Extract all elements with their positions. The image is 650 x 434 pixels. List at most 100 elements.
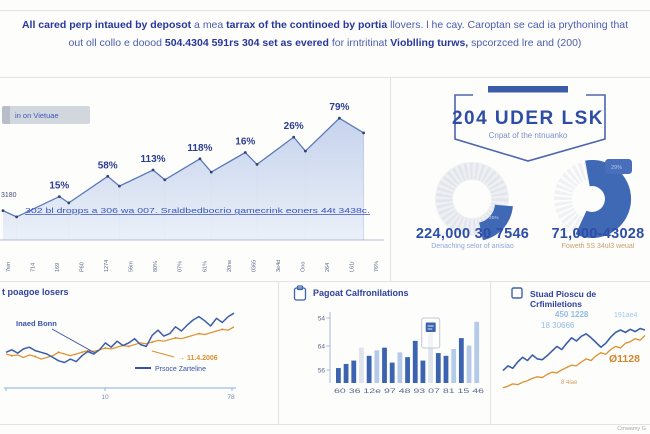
x-tick-label: 1274 [104, 260, 110, 272]
label-light-blue: 450 1228 [555, 310, 589, 319]
bottom-divider-2 [490, 281, 491, 424]
data-point [209, 170, 213, 174]
bar [343, 363, 349, 383]
slice-label: 29% [611, 165, 622, 171]
x-tick-label: 169 [55, 263, 61, 272]
orange-line-marker [10, 354, 13, 357]
orange-line [502, 335, 646, 389]
x-tick-label: 78 [227, 394, 235, 401]
label-orange-big: Ø1128 [609, 353, 640, 365]
footer-credit: Cmwamy G [617, 426, 646, 432]
bar [412, 340, 418, 383]
data-point [198, 157, 202, 161]
square-icon [511, 287, 523, 299]
y-tick-label: 64 [318, 344, 326, 351]
area-chart: 15% 58% 113% 118% 16% 26% 79% 3180 302 bl dropps… [0, 102, 384, 272]
ribbon-banner [454, 86, 606, 162]
x-tick-label: 264 [325, 263, 331, 272]
data-point [163, 178, 167, 182]
area-line [2, 117, 364, 218]
series-annotation-blue: Inaed Bonn [16, 319, 57, 328]
panel3-title: Stuad Pioscu de Crfimiletions [530, 289, 597, 309]
bar [397, 352, 403, 383]
header-line-2: out oll collo e doood 504.4304 591rs 304… [68, 37, 582, 49]
peak-label: 16% [235, 137, 255, 148]
ribbon-outline [454, 94, 606, 162]
line-chart-right: 450 1228 18 30666 191ae4 Ø1128 8 4lae [502, 310, 646, 389]
orange-line-marker [104, 347, 107, 350]
data-point [1, 209, 5, 212]
bar-chart: 54 64 56 60 36 12e 97 48 93 07 81 15 46 [318, 312, 485, 395]
x-tick-label: 0365 [251, 260, 257, 272]
peak-label: 113% [141, 154, 166, 165]
data-point [15, 215, 19, 219]
x-tick-label: L61r [349, 261, 355, 272]
mid-divider [0, 281, 650, 282]
overlay-text: 302 bl dropps a 306 wa 007. Sraldbedbocr… [25, 206, 370, 215]
label-light-blue: 191ae4 [614, 312, 637, 319]
panel2-title: Pagoat Calfronilations [313, 288, 409, 298]
bar [466, 345, 472, 383]
orange-line-marker [34, 355, 37, 358]
donut-right-caption: Foweth 5S 34ul3 weual [561, 243, 635, 250]
data-point [255, 163, 259, 166]
legend-badge-strip [2, 106, 10, 124]
label-light-blue: 18 30666 [541, 321, 575, 330]
x-tick-label: Ono [300, 262, 306, 272]
y-tick-label: 56 [318, 368, 326, 375]
bar [382, 347, 387, 383]
x-tick-label: 76% [374, 261, 380, 272]
peak-label: 26% [284, 121, 304, 132]
line-chart-left: 10 78 Inaed Bonn → 11.4.2006 Prsoce Zartelin… [4, 312, 236, 401]
bar-highlighted [428, 332, 434, 383]
ribbon-top-bar [488, 86, 568, 93]
orange-line-marker [221, 328, 224, 331]
y-axis-label: 3180 [1, 192, 17, 199]
donut-chart-right: 29% [554, 159, 632, 238]
x-tick-label: 80% [153, 261, 159, 272]
bar [451, 349, 457, 383]
data-point [57, 195, 61, 198]
blue-line [502, 327, 646, 372]
donut-left-slice [479, 204, 513, 241]
header-text: All cared perp intaued by deposot a mea … [15, 16, 635, 52]
area-fill [3, 118, 364, 240]
ribbon-title: 204 UDER LSK [451, 108, 605, 129]
bar [458, 338, 464, 383]
bar [359, 347, 364, 383]
bar [336, 368, 341, 383]
panel1-title: t poagoe losers [2, 287, 69, 297]
header-divider [0, 77, 650, 78]
donut-chart-left: 3S% [435, 162, 513, 241]
x-tick-label: 07% [178, 261, 184, 272]
bar [374, 350, 380, 383]
data-point [362, 131, 366, 135]
bar [474, 321, 480, 383]
donut-left-value: 224,000 30 7546 [415, 226, 530, 242]
x-tick-label: 61% [202, 261, 208, 272]
orange-line-marker [151, 341, 154, 344]
donut-right-slice [575, 159, 632, 238]
bar-tooltip [425, 322, 436, 332]
orange-line-marker [57, 351, 60, 354]
data-point [106, 174, 110, 178]
data-point [67, 201, 71, 205]
donut-right-tab [605, 159, 632, 174]
orange-line-marker [197, 332, 200, 335]
area-chart-legend-badge[interactable]: in on Vietuae [2, 106, 90, 124]
label-orange-small: 8 4lae [561, 380, 578, 386]
x-tick-label: 56m [129, 261, 135, 272]
x-tick-label: 7wn [6, 262, 12, 272]
donut-right-value: 71,000-43028 [551, 226, 645, 242]
x-tick-label: 3e4d [276, 260, 282, 272]
annotation-pointer-orange [151, 350, 175, 358]
header-line-1: All cared perp intaued by deposot a mea … [21, 19, 629, 31]
legend-label: Prsoce Zarteline [155, 366, 206, 373]
bottom-divider-1 [278, 281, 279, 424]
blue-line [5, 312, 235, 364]
data-point [338, 116, 341, 120]
peak-label: 118% [187, 143, 212, 154]
peak-label: 79% [329, 102, 349, 113]
x-axis-labels: 60 36 12e 97 48 93 07 81 15 46 [334, 389, 485, 395]
